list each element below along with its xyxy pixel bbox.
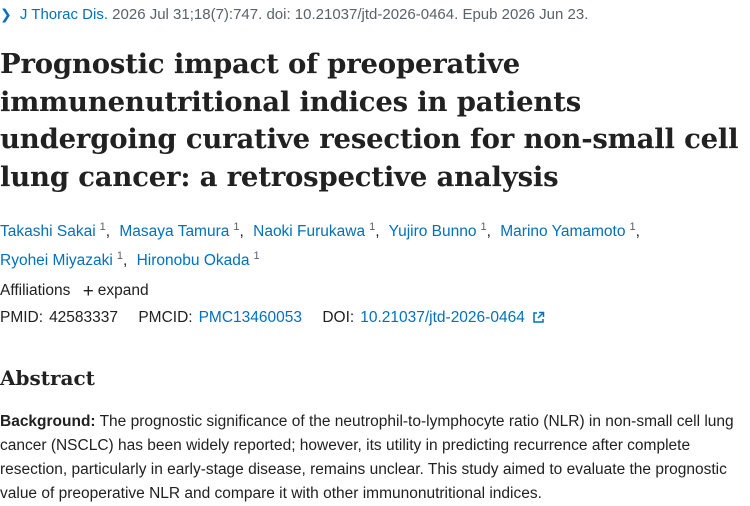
authors-list: Takashi Sakai 1, Masaya Tamura 1, Naoki Fu… [0, 215, 745, 273]
expand-label: expand [97, 282, 149, 299]
author-link[interactable]: Masaya Tamura [119, 223, 230, 240]
author-item: Naoki Furukawa 1 [253, 221, 376, 240]
author-affiliation-number[interactable]: 1 [629, 221, 636, 233]
author-link[interactable]: Marino Yamamoto [500, 223, 626, 240]
doi-label: DOI: [322, 309, 355, 326]
doi-group: DOI: 10.21037/jtd-2026-0464 [322, 309, 545, 326]
pmcid-link[interactable]: PMC13460053 [198, 309, 303, 326]
author-affiliation-number[interactable]: 1 [369, 221, 376, 233]
chevron-right-icon[interactable]: ❯ [0, 6, 12, 22]
pmcid-label: PMCID: [138, 309, 193, 326]
citation-details: 2026 Jul 31;18(7):747. doi: 10.21037/jtd… [112, 6, 589, 23]
doi-link[interactable]: 10.21037/jtd-2026-0464 [360, 309, 525, 326]
author-affiliation-number[interactable]: 1 [480, 221, 487, 233]
abstract-background: Background: The prognostic significance o… [0, 410, 745, 506]
affiliations-row: Affiliations + expand [0, 281, 149, 303]
pmid-value: 42583337 [49, 309, 119, 326]
background-label: Background: [0, 413, 96, 430]
article-title: Prognostic impact of preoperative immune… [0, 48, 739, 193]
author-separator: , [105, 223, 111, 240]
author-link[interactable]: Naoki Furukawa [253, 223, 366, 240]
affiliations-label: Affiliations [0, 282, 71, 299]
author-separator: , [635, 223, 640, 240]
author-separator: , [375, 223, 380, 240]
pmcid-group: PMCID: PMC13460053 [138, 309, 306, 326]
affiliations-expand-button[interactable]: + expand [82, 281, 149, 302]
author-affiliation-number[interactable]: 1 [116, 250, 123, 262]
abstract-heading: Abstract [0, 366, 95, 390]
author-item: Hironobu Okada 1 [136, 250, 260, 269]
author-item: Takashi Sakai 1 [0, 221, 106, 240]
pmid-label: PMID: [0, 309, 44, 326]
author-item: Masaya Tamura 1 [119, 221, 240, 240]
plus-icon: + [82, 281, 94, 302]
author-link[interactable]: Ryohei Miyazaki [0, 252, 113, 269]
journal-link[interactable]: J Thorac Dis. [19, 6, 108, 23]
pmid-group: PMID: 42583337 [0, 309, 122, 326]
author-link[interactable]: Hironobu Okada [136, 252, 250, 269]
author-link[interactable]: Yujiro Bunno [388, 223, 477, 240]
author-item: Marino Yamamoto 1 [500, 221, 636, 240]
author-separator: , [122, 252, 128, 269]
author-item: Yujiro Bunno 1 [388, 221, 487, 240]
citation-line: ❯ J Thorac Dis. 2026 Jul 31;18(7):747. d… [0, 6, 588, 26]
author-affiliation-number[interactable]: 1 [99, 221, 106, 233]
author-link[interactable]: Takashi Sakai [0, 223, 96, 240]
external-link-icon[interactable] [532, 311, 545, 324]
author-item: Ryohei Miyazaki 1 [0, 250, 123, 269]
identifiers-row: PMID: 42583337 PMCID: PMC13460053 DOI: 10.2… [0, 309, 545, 327]
background-text: The prognostic significance of the neutr… [0, 413, 734, 502]
author-affiliation-number[interactable]: 1 [253, 250, 260, 262]
author-separator: , [239, 223, 244, 240]
author-affiliation-number[interactable]: 1 [233, 221, 240, 233]
author-separator: , [486, 223, 491, 240]
